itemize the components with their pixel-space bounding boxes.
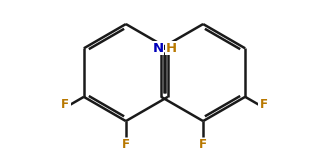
- Text: F: F: [199, 138, 207, 151]
- Text: F: F: [122, 138, 130, 151]
- Text: N: N: [152, 42, 164, 55]
- Text: F: F: [260, 98, 268, 111]
- Text: F: F: [61, 98, 69, 111]
- Text: H: H: [165, 42, 177, 55]
